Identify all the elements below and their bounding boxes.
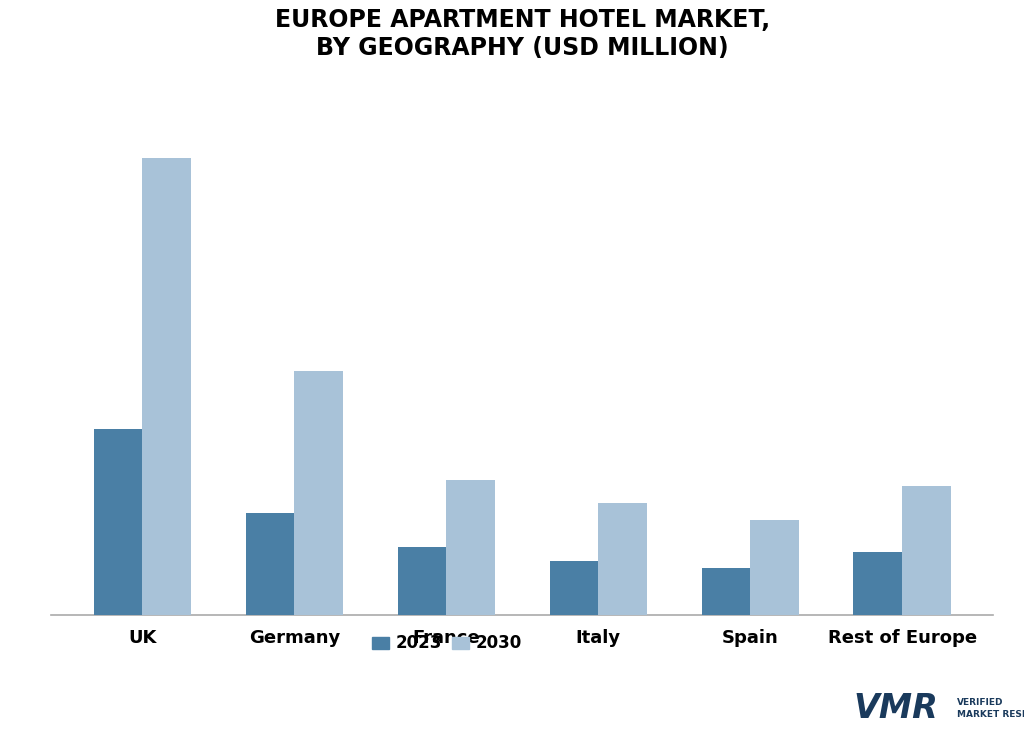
Bar xyxy=(446,479,495,615)
Bar xyxy=(751,520,799,615)
Legend: 2023, 2030: 2023, 2030 xyxy=(366,628,528,659)
Bar xyxy=(142,158,191,615)
Bar xyxy=(94,429,142,615)
Bar xyxy=(294,371,343,615)
Bar xyxy=(701,568,751,615)
Bar xyxy=(550,561,598,615)
Bar xyxy=(397,548,446,615)
Bar xyxy=(598,503,647,615)
Title: EUROPE APARTMENT HOTEL MARKET,
BY GEOGRAPHY (USD MILLION): EUROPE APARTMENT HOTEL MARKET, BY GEOGRA… xyxy=(274,8,770,60)
Bar xyxy=(246,514,294,615)
Bar xyxy=(853,552,902,615)
Text: VMR: VMR xyxy=(854,692,938,725)
Text: VERIFIED
MARKET RESEARCH: VERIFIED MARKET RESEARCH xyxy=(957,698,1024,719)
Bar xyxy=(902,486,950,615)
